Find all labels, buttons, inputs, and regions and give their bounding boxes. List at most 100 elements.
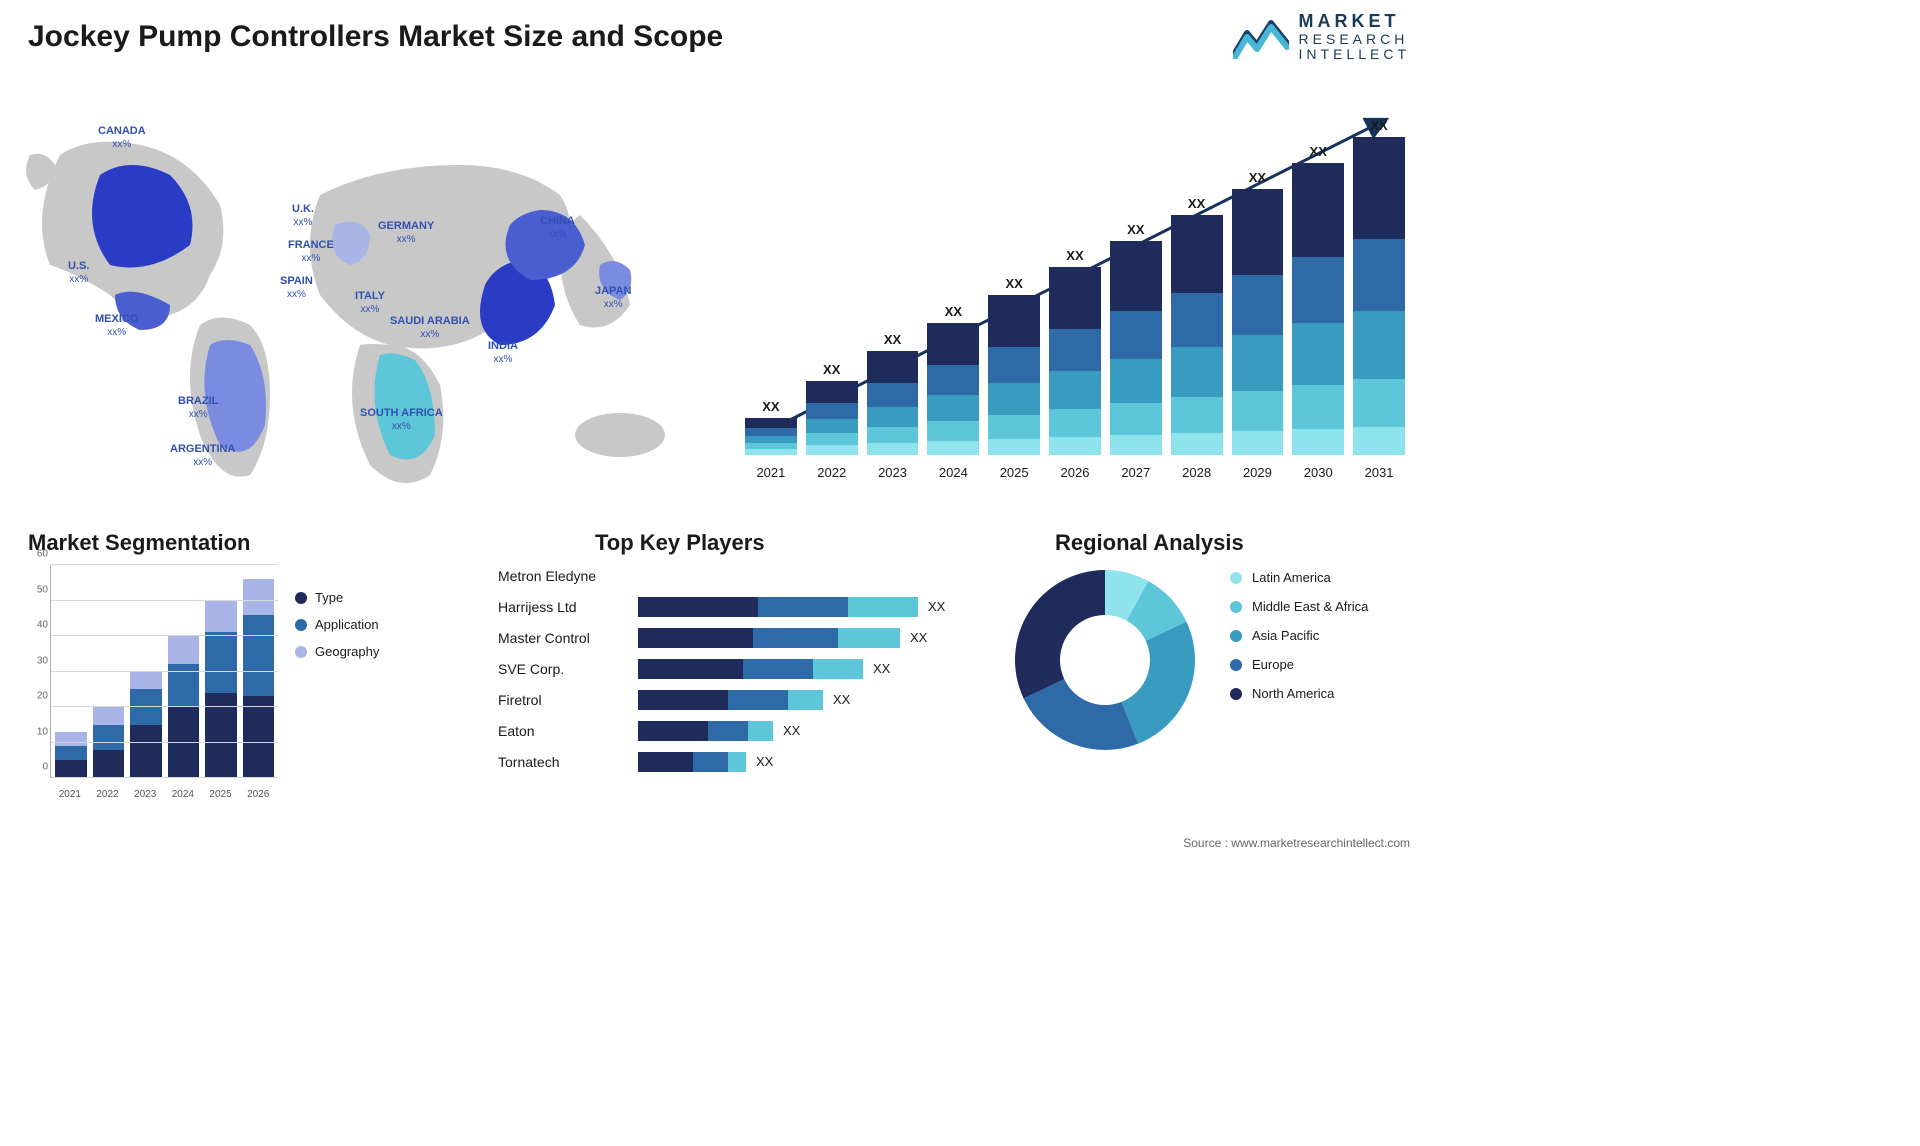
- seg-x-label: 2024: [167, 789, 199, 800]
- players-header: Top Key Players: [595, 530, 765, 556]
- seg-legend-item: Geography: [295, 644, 379, 659]
- regional-donut-chart: [1005, 560, 1205, 760]
- player-row: Tornatech XX: [498, 746, 968, 777]
- player-name: Master Control: [498, 630, 638, 646]
- growth-bar-2024: XX: [927, 304, 979, 455]
- donut-slice: [1122, 622, 1195, 744]
- player-name: Metron Eledyne: [498, 568, 638, 584]
- player-value: XX: [833, 692, 850, 707]
- key-players-chart: Metron EledyneHarrijess LtdXXMaster Cont…: [498, 560, 968, 777]
- logo-line2: RESEARCH: [1299, 32, 1410, 47]
- player-value: XX: [783, 723, 800, 738]
- growth-bar-2026: XX: [1049, 248, 1101, 455]
- map-label-brazil: BRAZILxx%: [178, 395, 218, 420]
- logo-line1: MARKET: [1299, 12, 1410, 32]
- map-label-south-africa: SOUTH AFRICAxx%: [360, 407, 443, 432]
- map-label-italy: ITALYxx%: [355, 290, 385, 315]
- seg-legend-item: Type: [295, 590, 379, 605]
- page-title: Jockey Pump Controllers Market Size and …: [28, 20, 723, 54]
- seg-bar-2022: [93, 707, 125, 778]
- seg-x-label: 2026: [242, 789, 274, 800]
- growth-x-label: 2030: [1292, 465, 1344, 480]
- growth-bar-label: XX: [884, 332, 901, 347]
- growth-bar-2030: XX: [1292, 144, 1344, 455]
- seg-legend-item: Application: [295, 617, 379, 632]
- seg-bar-2026: [243, 579, 275, 778]
- regional-legend-item: Asia Pacific: [1230, 628, 1368, 643]
- growth-bar-label: XX: [945, 304, 962, 319]
- player-name: SVE Corp.: [498, 661, 638, 677]
- logo-mark-icon: [1233, 15, 1289, 59]
- growth-x-label: 2029: [1232, 465, 1284, 480]
- seg-y-tick: 50: [28, 584, 48, 595]
- map-label-china: CHINAxx%: [540, 215, 575, 240]
- player-value: XX: [756, 754, 773, 769]
- player-value: XX: [928, 599, 945, 614]
- seg-y-tick: 60: [28, 549, 48, 560]
- growth-bar-label: XX: [1310, 144, 1327, 159]
- regional-legend-item: Middle East & Africa: [1230, 599, 1368, 614]
- player-row: Eaton XX: [498, 715, 968, 746]
- player-name: Firetrol: [498, 692, 638, 708]
- growth-bar-label: XX: [1005, 276, 1022, 291]
- growth-bar-2031: XX: [1353, 118, 1405, 455]
- segmentation-legend: Type Application Geography: [295, 590, 379, 671]
- seg-x-label: 2022: [92, 789, 124, 800]
- donut-slice: [1015, 570, 1105, 698]
- player-row: Master Control XX: [498, 622, 968, 653]
- map-label-u-s-: U.S.xx%: [68, 260, 89, 285]
- growth-x-label: 2022: [806, 465, 858, 480]
- regional-legend-item: Latin America: [1230, 570, 1368, 585]
- player-value: XX: [910, 630, 927, 645]
- growth-bar-label: XX: [1249, 170, 1266, 185]
- seg-bar-2025: [205, 601, 237, 778]
- growth-bar-label: XX: [762, 399, 779, 414]
- map-label-mexico: MEXICOxx%: [95, 313, 138, 338]
- growth-bar-2029: XX: [1232, 170, 1284, 455]
- segmentation-chart: 202120222023202420252026 0102030405060: [28, 565, 278, 800]
- growth-x-label: 2023: [867, 465, 919, 480]
- growth-bar-label: XX: [1188, 196, 1205, 211]
- logo-line3: INTELLECT: [1299, 47, 1410, 62]
- seg-y-tick: 0: [28, 762, 48, 773]
- map-label-india: INDIAxx%: [488, 340, 518, 365]
- source-line: Source : www.marketresearchintellect.com: [1183, 836, 1410, 850]
- player-name: Harrijess Ltd: [498, 599, 638, 615]
- seg-y-tick: 40: [28, 620, 48, 631]
- map-label-japan: JAPANxx%: [595, 285, 631, 310]
- map-label-spain: SPAINxx%: [280, 275, 313, 300]
- seg-x-label: 2023: [129, 789, 161, 800]
- growth-x-label: 2024: [927, 465, 979, 480]
- growth-x-label: 2025: [988, 465, 1040, 480]
- player-name: Eaton: [498, 723, 638, 739]
- map-label-germany: GERMANYxx%: [378, 220, 434, 245]
- growth-bar-2025: XX: [988, 276, 1040, 455]
- growth-bar-2027: XX: [1110, 222, 1162, 455]
- player-row: SVE Corp.XX: [498, 653, 968, 684]
- growth-x-label: 2028: [1171, 465, 1223, 480]
- growth-bar-2028: XX: [1171, 196, 1223, 455]
- seg-y-tick: 30: [28, 655, 48, 666]
- map-label-u-k-: U.K.xx%: [292, 203, 314, 228]
- growth-x-label: 2027: [1110, 465, 1162, 480]
- brand-logo: MARKET RESEARCH INTELLECT: [1233, 12, 1410, 63]
- map-label-canada: CANADAxx%: [98, 125, 146, 150]
- growth-bar-label: XX: [1370, 118, 1387, 133]
- growth-bar-label: XX: [1066, 248, 1083, 263]
- player-name: Tornatech: [498, 754, 638, 770]
- seg-bar-2024: [168, 636, 200, 778]
- seg-bar-2023: [130, 672, 162, 779]
- map-label-france: FRANCExx%: [288, 239, 334, 264]
- player-row: Metron Eledyne: [498, 560, 968, 591]
- growth-bar-2021: XX: [745, 399, 797, 455]
- segmentation-header: Market Segmentation: [28, 530, 251, 556]
- regional-legend-item: North America: [1230, 686, 1368, 701]
- player-row: Harrijess Ltd XX: [498, 591, 968, 622]
- growth-x-label: 2031: [1353, 465, 1405, 480]
- growth-bar-label: XX: [823, 362, 840, 377]
- regional-legend-item: Europe: [1230, 657, 1368, 672]
- growth-bar-label: XX: [1127, 222, 1144, 237]
- regional-legend: Latin America Middle East & Africa Asia Pa…: [1230, 570, 1368, 715]
- seg-bar-2021: [55, 732, 87, 778]
- map-label-argentina: ARGENTINAxx%: [170, 443, 235, 468]
